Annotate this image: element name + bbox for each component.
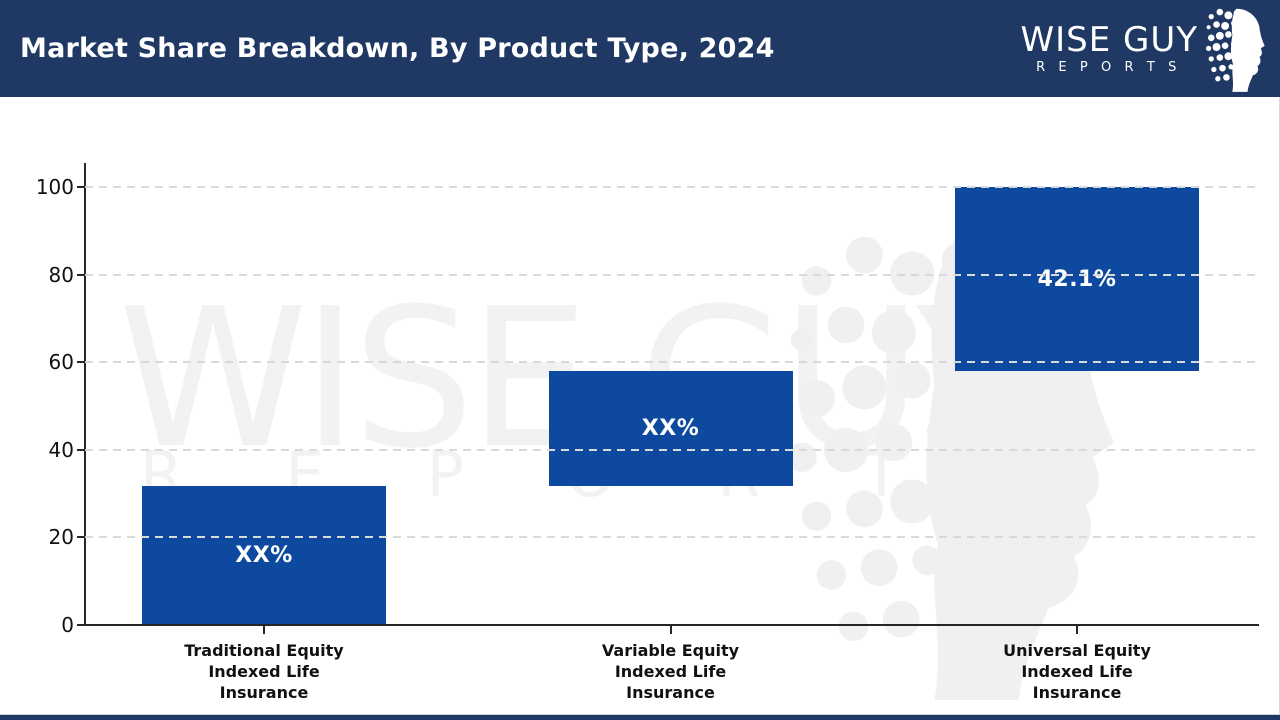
wise-guy-reports-logo: WISE GUY R E P O R T S [1020, 0, 1268, 97]
y-tick-mark-80 [77, 273, 85, 276]
x-axis-line [84, 624, 1259, 626]
y-gridline-40 [85, 448, 1258, 451]
bar-value-label-3: 42.1% [1037, 266, 1117, 292]
footer-bar [0, 714, 1280, 720]
y-tick-mark-60 [77, 361, 85, 364]
y-tick-label-100: 100 [35, 175, 74, 199]
y-tick-label-80: 80 [48, 262, 74, 287]
y-axis-line [84, 163, 86, 626]
page-title: Market Share Breakdown, By Product Type,… [20, 33, 775, 64]
x-tick-mark-1 [263, 626, 265, 634]
y-tick-label-20: 20 [48, 525, 74, 550]
y-gridline-100 [85, 186, 1258, 188]
y-tick-mark-0 [77, 624, 85, 626]
y-tick-label-60: 60 [48, 350, 74, 375]
y-tick-label-0: 0 [61, 613, 74, 637]
x-tick-mark-3 [1076, 626, 1078, 634]
logo-secondary-text: R E P O R T S [1036, 59, 1183, 75]
waterfall-bar-2: XX% [548, 371, 793, 486]
y-gridline-20 [85, 536, 1258, 539]
y-gridline-60 [85, 361, 1258, 364]
waterfall-bar-1: XX% [142, 485, 386, 625]
header-bar: Market Share Breakdown, By Product Type,… [0, 0, 1280, 97]
waterfall-bar-3: 42.1% [955, 187, 1199, 372]
y-tick-mark-20 [77, 536, 85, 539]
y-tick-label-40: 40 [48, 437, 74, 462]
category-label-3: Universal Equity Indexed Life Insurance [1003, 641, 1151, 702]
bar-value-label-2: XX% [641, 416, 700, 442]
bar-value-label-1: XX% [235, 542, 293, 568]
dotted-head-profile-icon [1205, 8, 1265, 92]
x-tick-mark-2 [669, 626, 672, 634]
logo-primary-text: WISE GUY [1020, 19, 1198, 60]
y-gridline-80 [85, 273, 1258, 276]
y-tick-mark-100 [77, 186, 85, 188]
category-label-2: Variable Equity Indexed Life Insurance [601, 641, 740, 702]
y-tick-mark-40 [77, 448, 85, 451]
logo-text: WISE GUY R E P O R T S [1020, 23, 1198, 75]
category-label-1: Traditional Equity Indexed Life Insurance [184, 641, 344, 702]
